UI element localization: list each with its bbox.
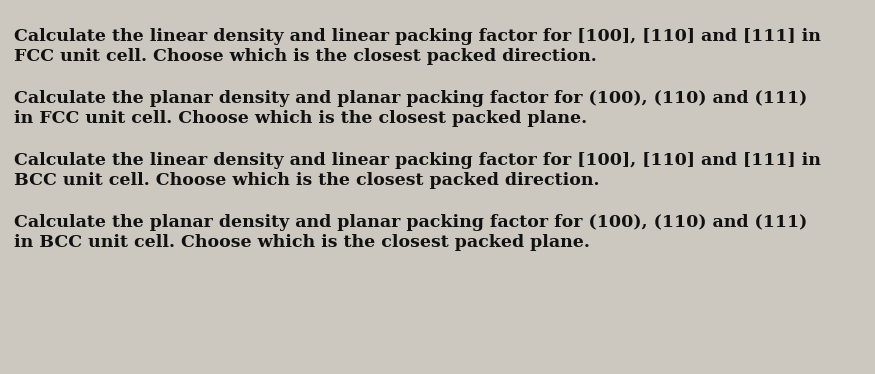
Text: in BCC unit cell. Choose which is the closest packed plane.: in BCC unit cell. Choose which is the cl…: [14, 234, 590, 251]
Text: FCC unit cell. Choose which is the closest packed direction.: FCC unit cell. Choose which is the close…: [14, 48, 597, 65]
Text: Calculate the linear density and linear packing factor for [100], [110] and [111: Calculate the linear density and linear …: [14, 28, 821, 45]
Text: Calculate the linear density and linear packing factor for [100], [110] and [111: Calculate the linear density and linear …: [14, 152, 821, 169]
Text: Calculate the planar density and planar packing factor for (100), (110) and (111: Calculate the planar density and planar …: [14, 214, 808, 231]
Text: Calculate the planar density and planar packing factor for (100), (110) and (111: Calculate the planar density and planar …: [14, 90, 808, 107]
Text: in FCC unit cell. Choose which is the closest packed plane.: in FCC unit cell. Choose which is the cl…: [14, 110, 587, 127]
Text: BCC unit cell. Choose which is the closest packed direction.: BCC unit cell. Choose which is the close…: [14, 172, 599, 189]
